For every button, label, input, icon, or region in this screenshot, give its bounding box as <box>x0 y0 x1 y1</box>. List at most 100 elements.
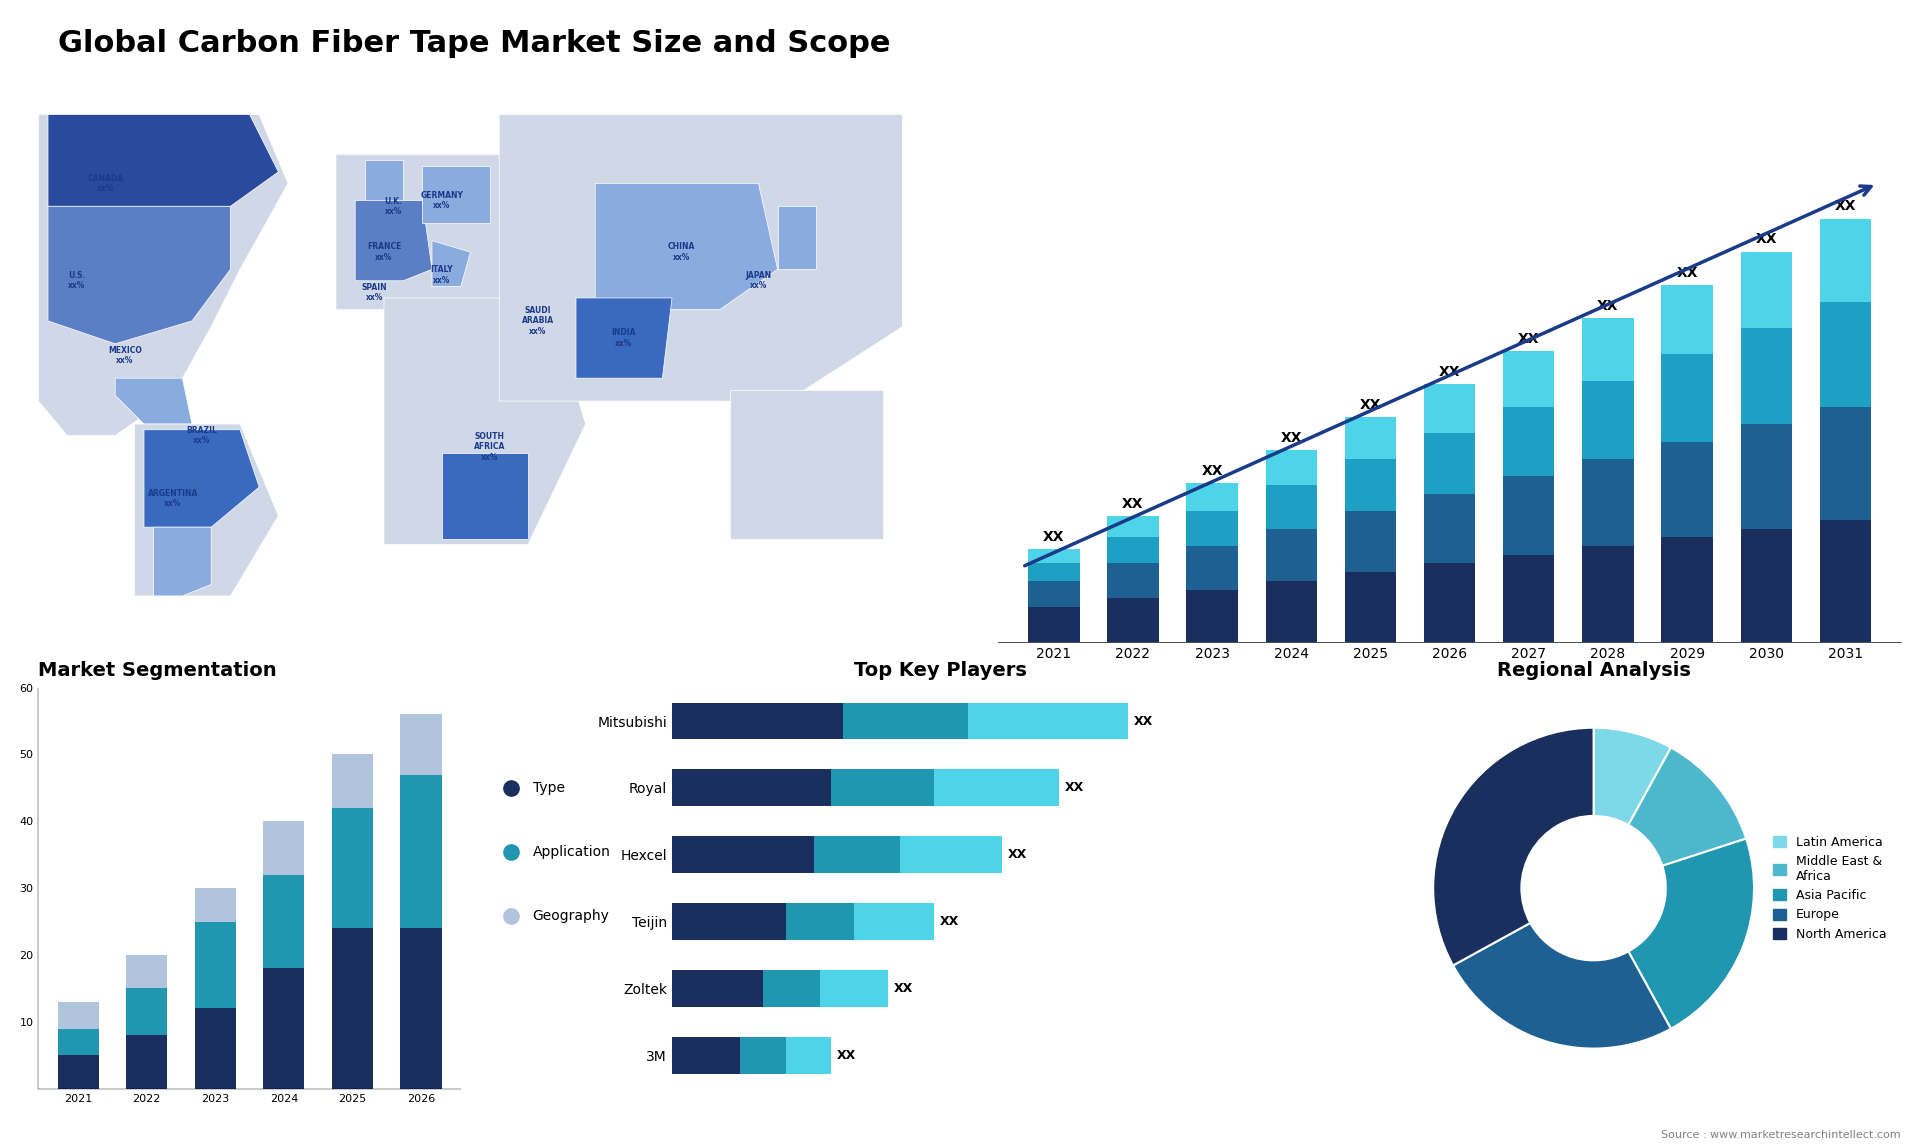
Bar <box>58 1029 98 1055</box>
Bar <box>741 1037 785 1074</box>
Text: XX: XX <box>1121 497 1144 511</box>
Bar <box>1344 458 1396 511</box>
Bar <box>1027 581 1079 607</box>
Bar <box>1820 303 1872 407</box>
Text: BRAZIL
xx%: BRAZIL xx% <box>186 426 217 445</box>
Polygon shape <box>144 430 259 527</box>
Text: XX: XX <box>895 982 914 995</box>
Polygon shape <box>499 281 586 338</box>
Bar <box>401 775 442 928</box>
Bar <box>1265 581 1317 642</box>
Text: INDIA
xx%: INDIA xx% <box>612 329 636 347</box>
Bar <box>263 968 305 1089</box>
Bar <box>332 928 372 1089</box>
Bar <box>1425 433 1475 494</box>
Bar <box>127 955 167 988</box>
Bar <box>1425 494 1475 564</box>
Text: XX: XX <box>1438 364 1461 379</box>
Bar <box>820 970 889 1007</box>
Bar <box>127 988 167 1035</box>
Bar <box>1741 528 1791 642</box>
Bar <box>933 769 1060 807</box>
Bar <box>1187 484 1238 511</box>
Text: Type: Type <box>532 780 564 795</box>
Text: Geography: Geography <box>532 909 609 924</box>
Bar <box>1661 354 1713 441</box>
Bar <box>1582 317 1634 380</box>
Bar <box>814 837 900 873</box>
Bar <box>1425 564 1475 642</box>
Text: GERMANY
xx%: GERMANY xx% <box>420 191 463 210</box>
Text: XX: XX <box>1359 398 1380 411</box>
Polygon shape <box>115 378 192 424</box>
Polygon shape <box>432 241 470 286</box>
Bar <box>1661 441 1713 537</box>
Title: Top Key Players: Top Key Players <box>854 661 1027 681</box>
Bar <box>1108 517 1158 537</box>
Text: SOUTH
AFRICA
xx%: SOUTH AFRICA xx% <box>474 432 505 462</box>
Bar <box>194 888 236 921</box>
Bar <box>401 714 442 775</box>
Text: XX: XX <box>1066 782 1085 794</box>
Bar <box>1108 537 1158 564</box>
Text: XX: XX <box>1043 531 1064 544</box>
Bar <box>672 769 831 807</box>
Polygon shape <box>422 166 490 223</box>
Bar <box>1661 285 1713 354</box>
Text: XX: XX <box>1755 233 1778 246</box>
Polygon shape <box>778 206 816 269</box>
Bar <box>762 970 820 1007</box>
Text: ARGENTINA
xx%: ARGENTINA xx% <box>148 489 198 508</box>
Text: Source : www.marketresearchintellect.com: Source : www.marketresearchintellect.com <box>1661 1130 1901 1140</box>
Title: Regional Analysis: Regional Analysis <box>1498 661 1690 681</box>
Bar <box>1027 607 1079 642</box>
Bar <box>1027 549 1079 564</box>
Bar <box>401 928 442 1089</box>
Bar <box>854 903 933 940</box>
Bar <box>672 903 785 940</box>
Bar <box>1187 545 1238 589</box>
Bar <box>58 1002 98 1029</box>
Text: XX: XX <box>1008 848 1027 862</box>
Text: CHINA
xx%: CHINA xx% <box>668 243 695 261</box>
Bar <box>1108 564 1158 598</box>
Bar <box>1265 485 1317 528</box>
Text: XX: XX <box>837 1049 856 1062</box>
Bar <box>263 822 305 874</box>
Legend: Latin America, Middle East &
Africa, Asia Pacific, Europe, North America: Latin America, Middle East & Africa, Asi… <box>1768 831 1891 945</box>
Polygon shape <box>499 115 902 401</box>
Bar <box>1108 598 1158 642</box>
Polygon shape <box>134 424 278 596</box>
Text: XX: XX <box>1202 464 1223 478</box>
Bar <box>672 1037 741 1074</box>
Text: U.S.
xx%: U.S. xx% <box>67 272 86 290</box>
Wedge shape <box>1594 728 1670 825</box>
Bar <box>1503 477 1555 555</box>
Polygon shape <box>336 155 538 309</box>
Text: MEXICO
xx%: MEXICO xx% <box>108 346 142 364</box>
Bar <box>1820 407 1872 520</box>
Wedge shape <box>1628 747 1745 866</box>
Polygon shape <box>48 206 230 344</box>
Bar <box>194 1008 236 1089</box>
Polygon shape <box>355 201 432 281</box>
Text: CANADA
xx%: CANADA xx% <box>88 174 123 193</box>
Bar <box>1027 564 1079 581</box>
Text: Market Segmentation: Market Segmentation <box>38 661 276 681</box>
Text: XX: XX <box>1836 199 1857 213</box>
Bar <box>1820 520 1872 642</box>
Circle shape <box>1523 817 1665 959</box>
Bar <box>1503 555 1555 642</box>
Bar <box>1425 384 1475 433</box>
Text: U.K.
xx%: U.K. xx% <box>384 197 403 215</box>
Text: Global Carbon Fiber Tape Market Size and Scope: Global Carbon Fiber Tape Market Size and… <box>58 29 891 57</box>
Bar <box>831 769 933 807</box>
Polygon shape <box>442 453 528 539</box>
Bar <box>1265 528 1317 581</box>
Bar <box>1582 380 1634 458</box>
Polygon shape <box>730 390 883 539</box>
Bar <box>127 1035 167 1089</box>
Polygon shape <box>38 115 288 435</box>
Bar <box>1344 511 1396 572</box>
Polygon shape <box>48 115 278 206</box>
